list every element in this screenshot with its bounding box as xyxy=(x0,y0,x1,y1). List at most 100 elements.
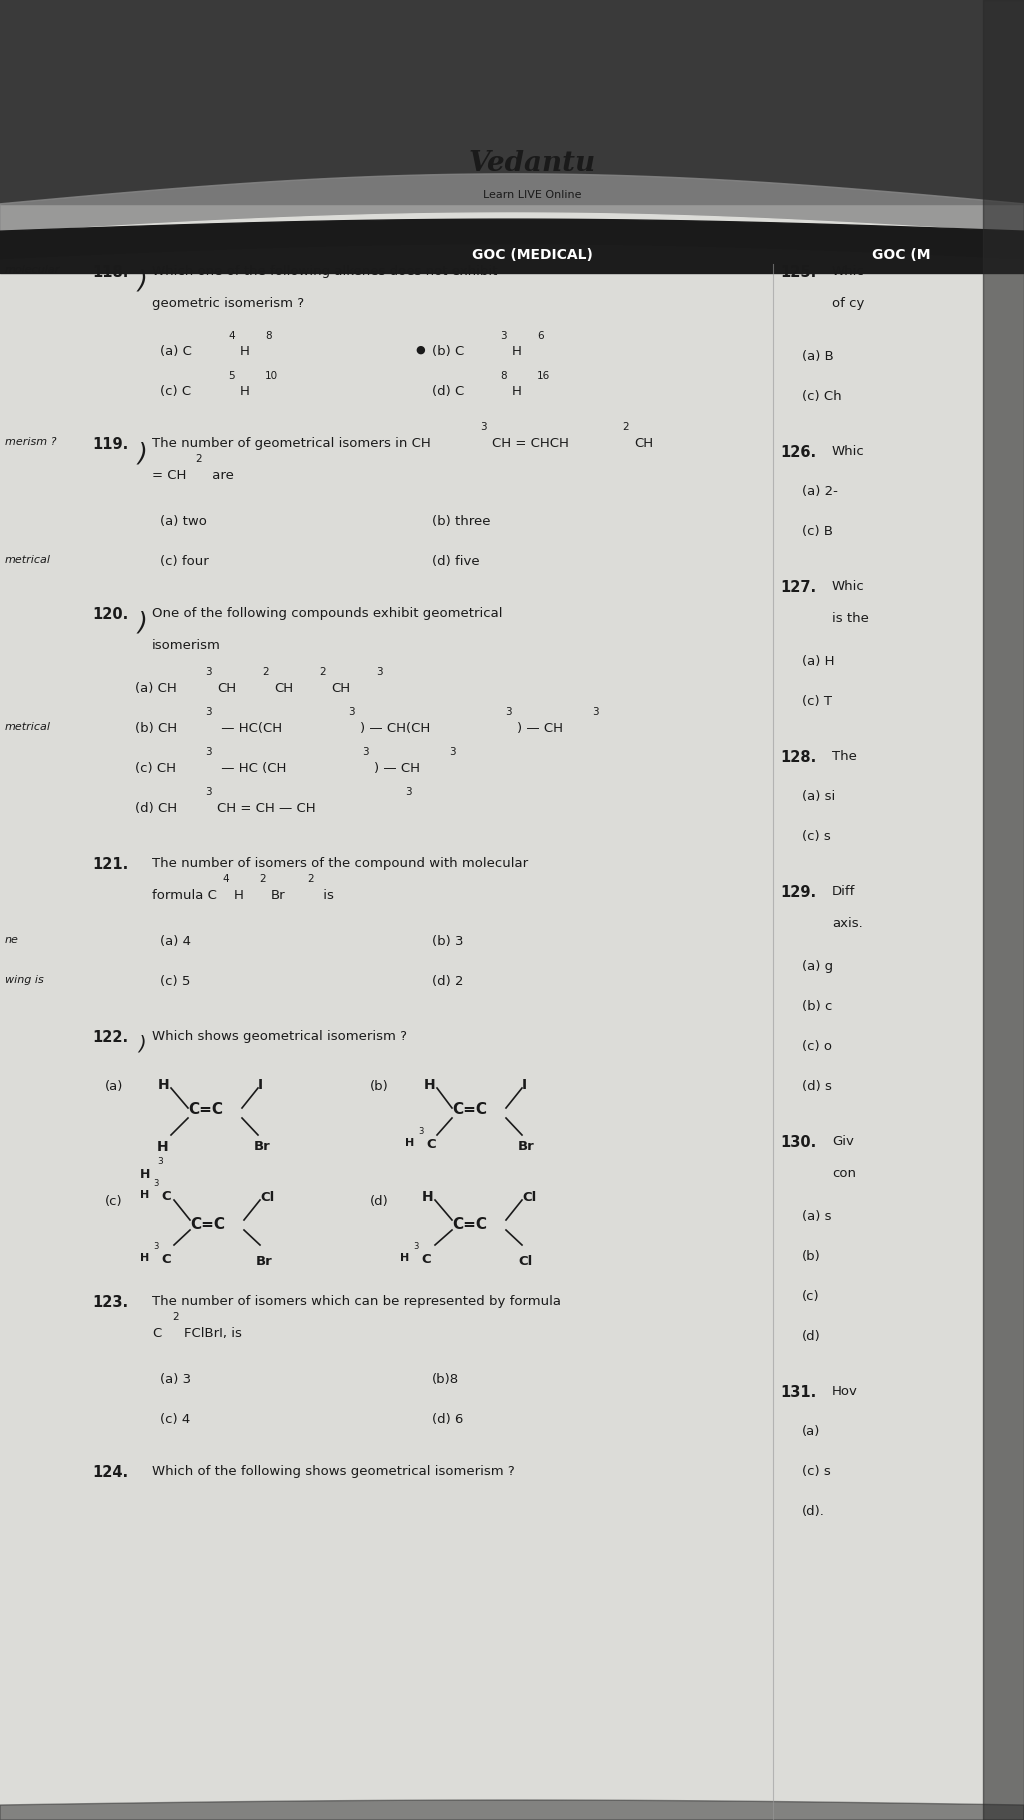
Text: C=C: C=C xyxy=(452,1218,487,1232)
Text: Br: Br xyxy=(271,888,286,903)
Text: (a) H: (a) H xyxy=(802,655,835,668)
Text: (d) s: (d) s xyxy=(802,1079,831,1094)
Text: (a) CH: (a) CH xyxy=(135,682,177,695)
Text: Br: Br xyxy=(518,1139,535,1154)
Text: (a) g: (a) g xyxy=(802,959,834,974)
Text: (c) o: (c) o xyxy=(802,1039,831,1054)
Text: CH: CH xyxy=(274,682,293,695)
Text: (a): (a) xyxy=(802,1425,820,1438)
Text: Giv: Giv xyxy=(831,1136,854,1148)
Text: of cy: of cy xyxy=(831,297,864,309)
Text: Which of the following shows geometrical isomerism ?: Which of the following shows geometrical… xyxy=(152,1465,515,1478)
Text: (c): (c) xyxy=(802,1290,819,1303)
Text: Cl: Cl xyxy=(260,1190,274,1205)
Text: H: H xyxy=(140,1252,150,1263)
Text: (a) si: (a) si xyxy=(802,790,836,803)
Text: 2: 2 xyxy=(262,666,268,677)
Text: H: H xyxy=(422,1190,433,1205)
Text: (b) CH: (b) CH xyxy=(135,723,177,735)
Text: 10: 10 xyxy=(265,371,279,380)
Text: (c) C: (c) C xyxy=(160,386,191,399)
Text: H: H xyxy=(158,1077,170,1092)
Text: 130.: 130. xyxy=(780,1136,816,1150)
Text: 8: 8 xyxy=(265,331,271,340)
Text: (d).: (d). xyxy=(802,1505,825,1518)
Text: 3: 3 xyxy=(500,331,507,340)
Text: (d) five: (d) five xyxy=(432,555,479,568)
Text: 16: 16 xyxy=(537,371,550,380)
Text: Which one of the following alkenes does not exhibit: Which one of the following alkenes does … xyxy=(152,266,498,278)
Text: — HC (CH: — HC (CH xyxy=(217,763,287,775)
Text: (b) three: (b) three xyxy=(432,515,490,528)
Text: 121.: 121. xyxy=(92,857,128,872)
Text: 3: 3 xyxy=(505,706,512,717)
Text: (d): (d) xyxy=(370,1196,389,1208)
Text: C=C: C=C xyxy=(190,1218,225,1232)
Text: Br: Br xyxy=(254,1139,270,1154)
Text: (b) 3: (b) 3 xyxy=(432,935,464,948)
Text: (a) two: (a) two xyxy=(160,515,207,528)
Text: C: C xyxy=(426,1138,435,1150)
Text: The number of isomers which can be represented by formula: The number of isomers which can be repre… xyxy=(152,1296,561,1309)
Text: 3: 3 xyxy=(205,786,212,797)
Text: (d) CH: (d) CH xyxy=(135,803,177,815)
Text: 3: 3 xyxy=(592,706,599,717)
Text: 2: 2 xyxy=(307,874,313,885)
Text: 5: 5 xyxy=(228,371,234,380)
Text: 2: 2 xyxy=(172,1312,178,1321)
Text: 2: 2 xyxy=(622,422,629,431)
Text: 3: 3 xyxy=(205,746,212,757)
Text: C=C: C=C xyxy=(452,1101,487,1117)
Text: (d) 2: (d) 2 xyxy=(432,976,464,988)
Text: 3: 3 xyxy=(348,706,354,717)
Text: 3: 3 xyxy=(153,1179,159,1188)
Text: is: is xyxy=(319,888,334,903)
Text: (a): (a) xyxy=(105,1079,123,1094)
Text: ) — CH: ) — CH xyxy=(374,763,420,775)
Text: GOC (MEDICAL): GOC (MEDICAL) xyxy=(472,248,593,262)
Text: 124.: 124. xyxy=(92,1465,128,1480)
Text: H: H xyxy=(240,386,250,399)
Text: ): ) xyxy=(138,440,147,464)
Text: 2: 2 xyxy=(319,666,326,677)
Text: Diff: Diff xyxy=(831,885,855,897)
Text: The number of isomers of the compound with molecular: The number of isomers of the compound wi… xyxy=(152,857,528,870)
Text: C: C xyxy=(421,1252,431,1267)
Text: H: H xyxy=(240,346,250,359)
Text: 3: 3 xyxy=(449,746,456,757)
Text: (a) 4: (a) 4 xyxy=(160,935,191,948)
Text: 128.: 128. xyxy=(780,750,816,764)
Text: 4: 4 xyxy=(228,331,234,340)
Text: = CH: = CH xyxy=(152,470,186,482)
Text: (d) C: (d) C xyxy=(432,386,464,399)
Text: CH = CH — CH: CH = CH — CH xyxy=(217,803,315,815)
Text: wing is: wing is xyxy=(5,976,44,985)
Text: CH = CHCH: CH = CHCH xyxy=(492,437,569,450)
Text: H: H xyxy=(140,1168,151,1181)
Text: (d): (d) xyxy=(802,1330,821,1343)
Text: (c) T: (c) T xyxy=(802,695,831,708)
Text: H: H xyxy=(157,1139,169,1154)
Text: geometric isomerism ?: geometric isomerism ? xyxy=(152,297,304,309)
Text: 131.: 131. xyxy=(780,1385,816,1400)
Text: ) — CH: ) — CH xyxy=(517,723,563,735)
Text: H: H xyxy=(406,1138,415,1148)
Text: (c) Ch: (c) Ch xyxy=(802,389,842,402)
Text: CH: CH xyxy=(331,682,350,695)
Text: 125.: 125. xyxy=(780,266,816,280)
Text: (c): (c) xyxy=(105,1196,123,1208)
Text: (a) B: (a) B xyxy=(802,349,834,362)
Text: ): ) xyxy=(138,1034,145,1054)
Text: con: con xyxy=(831,1167,856,1179)
Text: 8: 8 xyxy=(500,371,507,380)
Text: (c) CH: (c) CH xyxy=(135,763,176,775)
Text: 127.: 127. xyxy=(780,581,816,595)
Text: — HC(CH: — HC(CH xyxy=(217,723,283,735)
Text: (b) C: (b) C xyxy=(432,346,464,359)
Text: CH: CH xyxy=(217,682,237,695)
Text: ) — CH(CH: ) — CH(CH xyxy=(360,723,430,735)
Text: 3: 3 xyxy=(406,786,412,797)
Text: H: H xyxy=(234,888,244,903)
Text: Br: Br xyxy=(256,1256,272,1269)
Text: (c) 4: (c) 4 xyxy=(160,1412,190,1427)
